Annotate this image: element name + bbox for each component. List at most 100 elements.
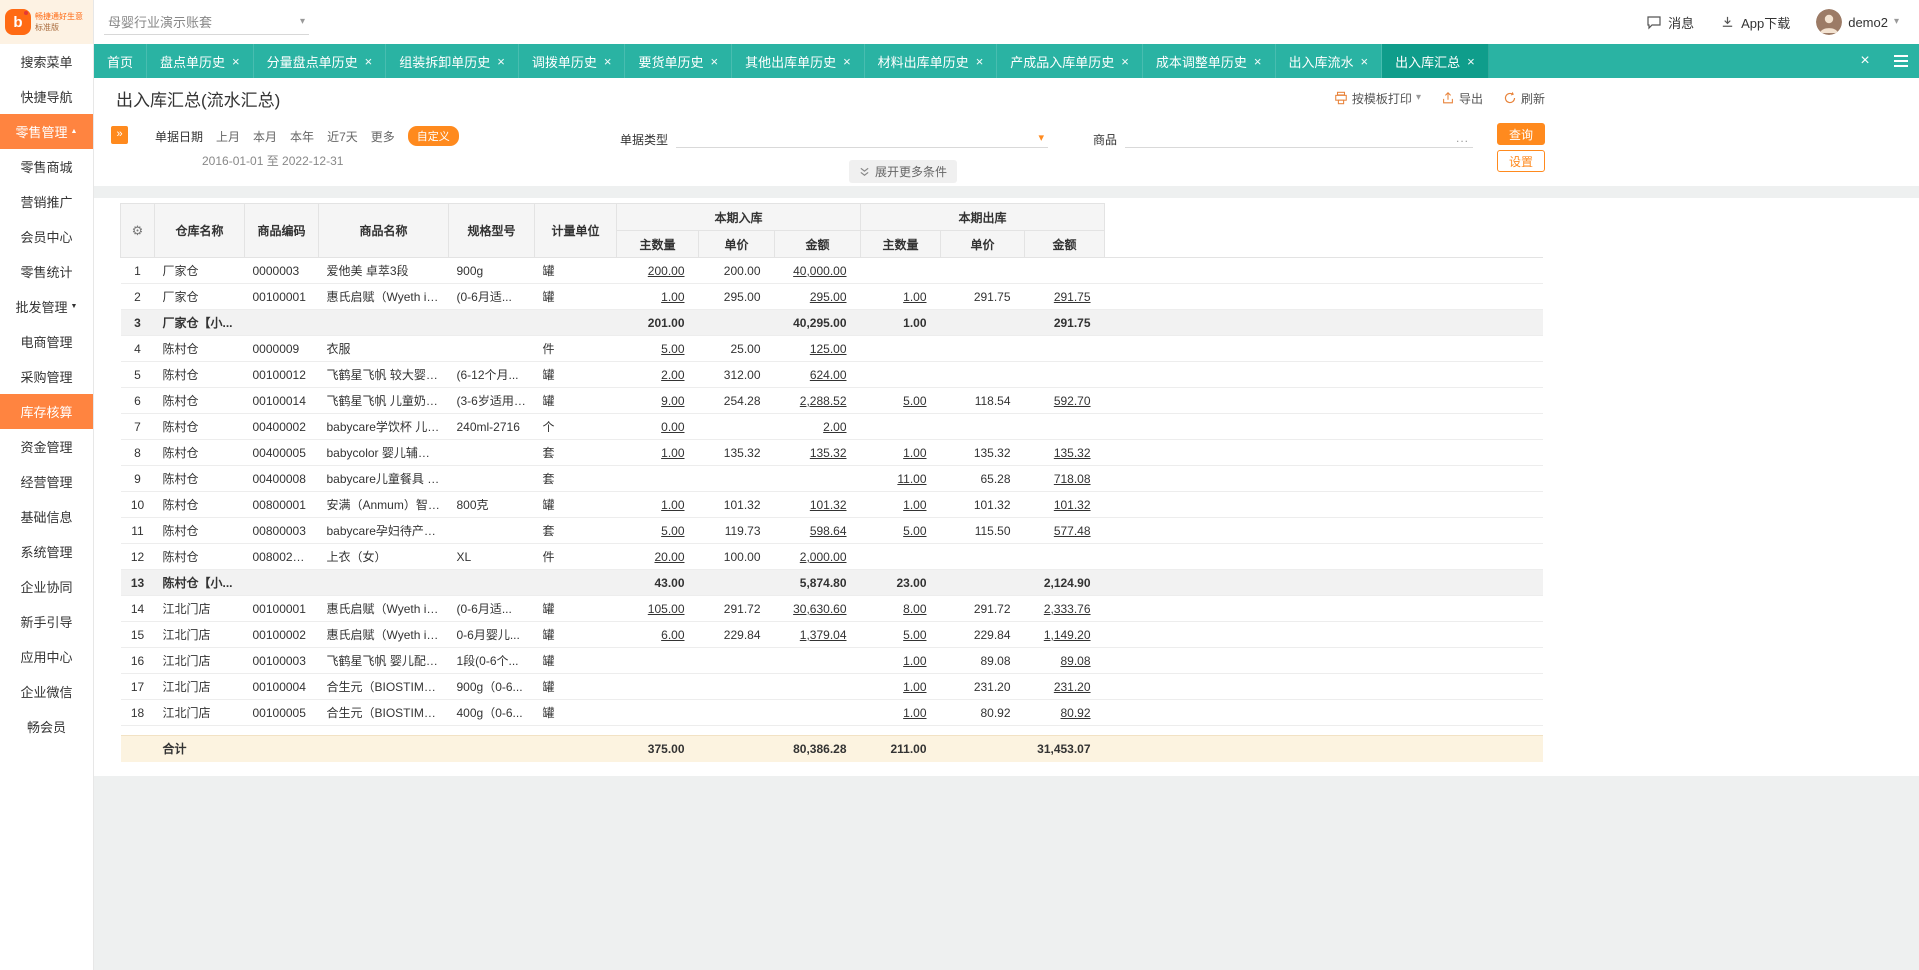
col-header-code[interactable]: 商品编码 <box>245 204 319 258</box>
tab[interactable]: 出入库汇总× <box>1382 44 1489 78</box>
tab-close-icon[interactable]: × <box>604 55 612 68</box>
drill-down-link[interactable]: 5.00 <box>661 524 684 538</box>
drill-down-link[interactable]: 1.00 <box>903 498 926 512</box>
table-row[interactable]: 18江北门店00100005合生元（BIOSTIME）...400g（0-6..… <box>121 700 1543 726</box>
print-by-template-button[interactable]: 按模板打印 ▾ <box>1334 90 1421 107</box>
table-row[interactable]: 11陈村仓00800003babycare孕妇待产包 ...套5.00119.7… <box>121 518 1543 544</box>
col-header-spec[interactable]: 规格型号 <box>449 204 535 258</box>
drill-down-link[interactable]: 5.00 <box>903 524 926 538</box>
subtotal-row[interactable]: 3厂家仓【小...201.0040,295.001.00291.75 <box>121 310 1543 336</box>
col-header-in-qty[interactable]: 主数量 <box>617 231 699 258</box>
drill-down-link[interactable]: 11.00 <box>897 472 926 486</box>
product-input[interactable]: ... <box>1125 128 1473 148</box>
col-header-unit[interactable]: 计量单位 <box>535 204 617 258</box>
app-download-button[interactable]: App下载 <box>1720 13 1790 32</box>
tab-close-icon[interactable]: × <box>1467 55 1475 68</box>
doc-type-select[interactable]: ▾ <box>676 128 1048 148</box>
drill-down-link[interactable]: 295.00 <box>810 290 847 304</box>
tab-close-icon[interactable]: × <box>232 55 240 68</box>
drill-down-link[interactable]: 1.00 <box>903 680 926 694</box>
table-row[interactable]: 15江北门店00100002惠氏启赋（Wyeth illu...0-6月婴儿..… <box>121 622 1543 648</box>
drill-down-link[interactable]: 2.00 <box>823 420 846 434</box>
drill-down-link[interactable]: 6.00 <box>661 628 684 642</box>
col-header-warehouse[interactable]: 仓库名称 <box>155 204 245 258</box>
sidebar-item[interactable]: 系统管理 <box>0 534 93 569</box>
date-quick-option[interactable]: 本年 <box>290 128 314 145</box>
drill-down-link[interactable]: 40,000.00 <box>793 264 846 278</box>
tab[interactable]: 其他出库单历史× <box>732 44 865 78</box>
sidebar-item[interactable]: 新手引导 <box>0 604 93 639</box>
gear-icon[interactable]: ⚙ <box>132 223 144 238</box>
table-row[interactable]: 4陈村仓0000009衣服件5.0025.00125.00 <box>121 336 1543 362</box>
table-row[interactable]: 10陈村仓00800001安满（Anmum）智孕...800克罐1.00101.… <box>121 492 1543 518</box>
sidebar-item[interactable]: 应用中心 <box>0 639 93 674</box>
drill-down-link[interactable]: 135.32 <box>810 446 847 460</box>
tab[interactable]: 材料出库单历史× <box>865 44 998 78</box>
table-row[interactable]: 8陈村仓00400005babycolor 婴儿辅食机 ...套1.00135.… <box>121 440 1543 466</box>
drill-down-link[interactable]: 0.00 <box>661 420 684 434</box>
tab-menu-button[interactable] <box>1883 44 1919 78</box>
drill-down-link[interactable]: 8.00 <box>903 602 926 616</box>
drill-down-link[interactable]: 5.00 <box>903 628 926 642</box>
tab-close-icon[interactable]: × <box>365 55 373 68</box>
tab[interactable]: 成本调整单历史× <box>1143 44 1276 78</box>
table-row[interactable]: 1厂家仓0000003爱他美 卓萃3段900g罐200.00200.0040,0… <box>121 258 1543 284</box>
tab[interactable]: 组装拆卸单历史× <box>386 44 519 78</box>
drill-down-link[interactable]: 89.08 <box>1061 654 1091 668</box>
table-row[interactable]: 12陈村仓008002000...上衣（女）XL件20.00100.002,00… <box>121 544 1543 570</box>
custom-date-button[interactable]: 自定义 <box>408 126 459 146</box>
drill-down-link[interactable]: 101.32 <box>1054 498 1091 512</box>
sidebar-item[interactable]: 经营管理 <box>0 464 93 499</box>
drill-down-link[interactable]: 1.00 <box>661 446 684 460</box>
sidebar-item[interactable]: 快捷导航 <box>0 79 93 114</box>
sidebar-item[interactable]: 搜索菜单 <box>0 44 93 79</box>
drill-down-link[interactable]: 200.00 <box>648 264 685 278</box>
col-header-out-qty[interactable]: 主数量 <box>861 231 941 258</box>
drill-down-link[interactable]: 125.00 <box>810 342 847 356</box>
col-header-out-amount[interactable]: 金额 <box>1025 231 1105 258</box>
close-all-tabs-button[interactable]: × <box>1847 44 1883 78</box>
sidebar-item[interactable]: 库存核算 <box>0 394 93 429</box>
col-header-in-price[interactable]: 单价 <box>699 231 775 258</box>
tab-close-icon[interactable]: × <box>976 55 984 68</box>
sidebar-item[interactable]: 零售商城 <box>0 149 93 184</box>
date-quick-option[interactable]: 上月 <box>216 128 240 145</box>
drill-down-link[interactable]: 1.00 <box>903 446 926 460</box>
drill-down-link[interactable]: 1.00 <box>661 498 684 512</box>
tab[interactable]: 产成品入库单历史× <box>997 44 1143 78</box>
table-row[interactable]: 16江北门店00100003飞鹤星飞帆 婴儿配方奶...1段(0-6个...罐1… <box>121 648 1543 674</box>
table-row[interactable]: 5陈村仓00100012飞鹤星飞帆 较大婴儿配...(6-12个月...罐2.0… <box>121 362 1543 388</box>
drill-down-link[interactable]: 718.08 <box>1054 472 1091 486</box>
tab[interactable]: 要货单历史× <box>625 44 732 78</box>
tab[interactable]: 调拨单历史× <box>519 44 626 78</box>
query-button[interactable]: 查询 <box>1497 123 1545 145</box>
sidebar-item[interactable]: 采购管理 <box>0 359 93 394</box>
table-row[interactable]: 6陈村仓00100014飞鹤星飞帆 儿童奶粉 4...(3-6岁适用)...罐9… <box>121 388 1543 414</box>
drill-down-link[interactable]: 135.32 <box>1054 446 1091 460</box>
table-row[interactable]: 2厂家仓00100001惠氏启赋（Wyeth illu...(0-6月适...罐… <box>121 284 1543 310</box>
drill-down-link[interactable]: 1.00 <box>903 290 926 304</box>
drill-down-link[interactable]: 231.20 <box>1054 680 1091 694</box>
drill-down-link[interactable]: 598.64 <box>810 524 847 538</box>
sidebar-item[interactable]: 畅会员 <box>0 709 93 744</box>
tab[interactable]: 盘点单历史× <box>147 44 254 78</box>
sidebar-item[interactable]: 零售统计 <box>0 254 93 289</box>
settings-button[interactable]: 设置 <box>1497 150 1545 172</box>
sidebar-item[interactable]: 电商管理 <box>0 324 93 359</box>
drill-down-link[interactable]: 5.00 <box>903 394 926 408</box>
drill-down-link[interactable]: 624.00 <box>810 368 847 382</box>
col-header-out-price[interactable]: 单价 <box>941 231 1025 258</box>
table-row[interactable]: 9陈村仓00400008babycare儿童餐具 婴...套11.0065.28… <box>121 466 1543 492</box>
tab-close-icon[interactable]: × <box>1254 55 1262 68</box>
col-header-name[interactable]: 商品名称 <box>319 204 449 258</box>
tab-close-icon[interactable]: × <box>497 55 505 68</box>
drill-down-link[interactable]: 2.00 <box>661 368 684 382</box>
col-header-in-amount[interactable]: 金额 <box>775 231 861 258</box>
table-row[interactable]: 14江北门店00100001惠氏启赋（Wyeth illu...(0-6月适..… <box>121 596 1543 622</box>
drill-down-link[interactable]: 1.00 <box>903 706 926 720</box>
messages-button[interactable]: 消息 <box>1646 13 1694 32</box>
drill-down-link[interactable]: 2,333.76 <box>1044 602 1091 616</box>
date-range-value[interactable]: 2016-01-01 至 2022-12-31 <box>202 152 459 169</box>
sidebar-item[interactable]: 企业协同 <box>0 569 93 604</box>
export-button[interactable]: 导出 <box>1441 90 1483 107</box>
